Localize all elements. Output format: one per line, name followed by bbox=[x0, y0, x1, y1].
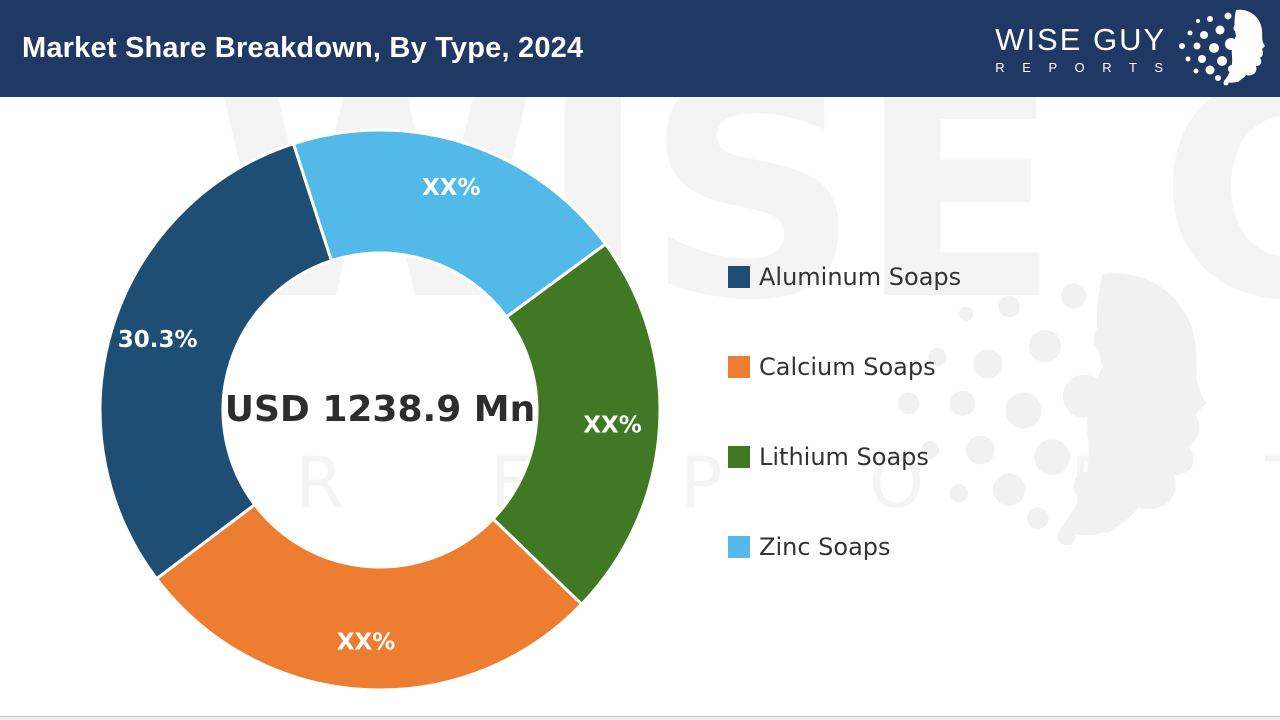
logo-wordmark: WISE GUY bbox=[995, 22, 1167, 57]
legend-label: Aluminum Soaps bbox=[759, 263, 962, 291]
chart-legend: Aluminum Soaps Calcium Soaps Lithium Soa… bbox=[728, 263, 962, 625]
legend-swatch-icon bbox=[728, 356, 750, 378]
watermark-face-icon bbox=[880, 127, 1210, 691]
donut-chart: 30.3% XX% XX% XX% bbox=[98, 128, 662, 692]
slice-calcium-soaps bbox=[155, 503, 584, 692]
slice-percent-label: XX% bbox=[337, 630, 396, 656]
bottom-border bbox=[0, 716, 1280, 720]
legend-swatch-icon bbox=[728, 266, 750, 288]
legend-swatch-icon bbox=[728, 536, 750, 558]
slice-aluminum-soaps bbox=[98, 142, 333, 581]
legend-item-aluminum-soaps: Aluminum Soaps bbox=[728, 263, 962, 291]
chart-area: WISE GUY R E P O R T S 30.3%XX%XX%XX% US… bbox=[0, 97, 1280, 716]
legend-swatch-icon bbox=[728, 446, 750, 468]
donut-center-value: USD 1238.9 Mn bbox=[224, 389, 536, 430]
slice-lithium-soaps bbox=[491, 242, 662, 606]
slice-percent-label: XX% bbox=[422, 175, 481, 201]
logo-face-icon bbox=[1174, 6, 1266, 92]
legend-label: Calcium Soaps bbox=[759, 353, 936, 381]
logo-subtitle: R E P O R T S bbox=[995, 60, 1170, 75]
legend-item-calcium-soaps: Calcium Soaps bbox=[728, 353, 961, 381]
header-bar: Market Share Breakdown, By Type, 2024 WI… bbox=[0, 0, 1280, 97]
slice-percent-label: XX% bbox=[583, 412, 642, 438]
wiseguy-logo: WISE GUY R E P O R T S bbox=[995, 6, 1280, 92]
slice-percent-label: 30.3% bbox=[118, 327, 198, 353]
slice-zinc-soaps bbox=[291, 128, 607, 319]
legend-label: Lithium Soaps bbox=[759, 443, 929, 471]
legend-item-lithium-soaps: Lithium Soaps bbox=[728, 443, 961, 471]
logo-text: WISE GUY R E P O R T S bbox=[995, 22, 1170, 75]
page-title: Market Share Breakdown, By Type, 2024 bbox=[22, 32, 584, 64]
legend-label: Zinc Soaps bbox=[759, 533, 891, 561]
legend-item-zinc-soaps: Zinc Soaps bbox=[728, 533, 961, 561]
